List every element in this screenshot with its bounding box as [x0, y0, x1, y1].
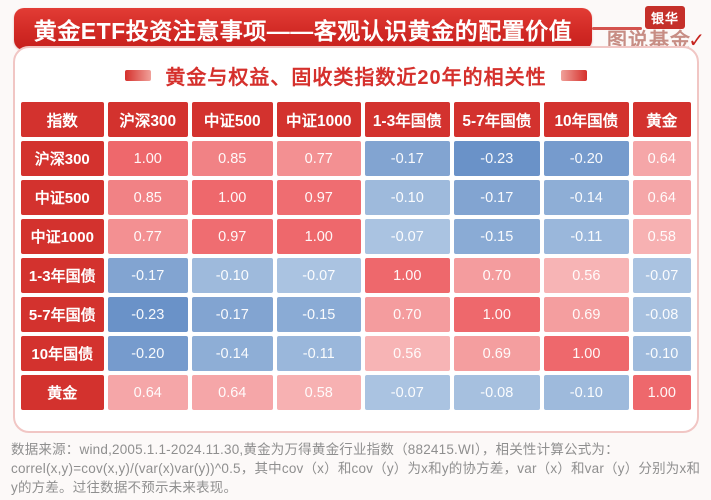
correlation-cell: -0.08	[453, 375, 541, 410]
column-header: 沪深300	[107, 102, 188, 137]
correlation-cell: -0.07	[365, 375, 450, 410]
correlation-cell: -0.14	[192, 336, 273, 371]
row-header: 1-3年国债	[21, 258, 104, 293]
correlation-cell: -0.14	[544, 180, 629, 215]
logo-brand-badge: 银华	[644, 6, 685, 29]
correlation-cell: -0.07	[365, 219, 450, 254]
column-header: 黄金	[632, 102, 691, 137]
correlation-cell: 0.69	[453, 336, 541, 371]
data-source-note: 数据来源：wind,2005.1.1-2024.11.30,黄金为万得黄金行业指…	[11, 442, 701, 496]
correlation-cell: -0.17	[192, 297, 273, 332]
correlation-cell: 0.85	[192, 141, 273, 176]
correlation-cell: 0.58	[632, 219, 691, 254]
correlation-cell: 0.70	[453, 258, 541, 293]
correlation-cell: 1.00	[453, 297, 541, 332]
check-icon: ✓	[688, 30, 705, 52]
correlation-cell: 1.00	[544, 336, 629, 371]
column-header: 1-3年国债	[365, 102, 450, 137]
correlation-cell: -0.11	[276, 336, 362, 371]
correlation-cell: 0.85	[107, 180, 188, 215]
correlation-cell: -0.17	[453, 180, 541, 215]
correlation-cell: -0.10	[632, 336, 691, 371]
correlation-cell: 1.00	[365, 258, 450, 293]
row-header: 中证1000	[21, 219, 104, 254]
correlation-cell: 1.00	[632, 375, 691, 410]
correlation-cell: 0.97	[192, 219, 273, 254]
row-header: 10年国债	[21, 336, 104, 371]
column-header: 中证1000	[276, 102, 362, 137]
table-header-row: 指数 沪深300 中证500 中证1000 1-3年国债 5-7年国债 10年国债 黄金	[21, 102, 691, 137]
correlation-cell: -0.11	[544, 219, 629, 254]
row-header: 中证500	[21, 180, 104, 215]
table-row: 5-7年国债 -0.23 -0.17 -0.15 0.70 1.00 0.69 -0.08	[21, 297, 691, 332]
correlation-cell: -0.23	[453, 141, 541, 176]
correlation-cell: 0.97	[276, 180, 362, 215]
correlation-cell: 0.56	[365, 336, 450, 371]
subtitle-row: 黄金与权益、固收类指数近20年的相关性	[15, 61, 697, 90]
correlation-cell: 0.64	[632, 141, 691, 176]
correlation-cell: -0.07	[632, 258, 691, 293]
correlation-cell: -0.10	[365, 180, 450, 215]
corner-header-cell: 指数	[21, 102, 104, 137]
row-header: 黄金	[21, 375, 104, 410]
correlation-table: 指数 沪深300 中证500 中证1000 1-3年国债 5-7年国债 10年国债 黄金 沪深3…	[17, 98, 695, 414]
correlation-cell: 0.56	[544, 258, 629, 293]
row-header: 5-7年国债	[21, 297, 104, 332]
table-row: 10年国债 -0.20 -0.14 -0.11 0.56 0.69 1.00 -0.10	[21, 336, 691, 371]
correlation-cell: -0.08	[632, 297, 691, 332]
table-row: 黄金 0.64 0.64 0.58 -0.07 -0.08 -0.10 1.00	[21, 375, 691, 410]
correlation-cell: -0.20	[544, 141, 629, 176]
correlation-cell: 1.00	[192, 180, 273, 215]
column-header: 5-7年国债	[453, 102, 541, 137]
row-header: 沪深300	[21, 141, 104, 176]
chart-title: 黄金与权益、固收类指数近20年的相关性	[165, 67, 547, 89]
correlation-cell: 1.00	[276, 219, 362, 254]
banner-connector-line	[592, 27, 642, 30]
banner-title: 黄金ETF投资注意事项——客观认识黄金的配置价值	[14, 8, 592, 50]
table-row: 沪深300 1.00 0.85 0.77 -0.17 -0.23 -0.20 0.64	[21, 141, 691, 176]
column-header: 中证500	[192, 102, 273, 137]
correlation-cell: 0.58	[276, 375, 362, 410]
correlation-cell: 0.70	[365, 297, 450, 332]
correlation-cell: 0.64	[192, 375, 273, 410]
correlation-cell: 0.77	[107, 219, 188, 254]
correlation-cell: -0.15	[453, 219, 541, 254]
correlation-cell: -0.17	[365, 141, 450, 176]
correlation-cell: 0.64	[632, 180, 691, 215]
column-header: 10年国债	[544, 102, 629, 137]
correlation-cell: -0.10	[192, 258, 273, 293]
correlation-cell: 0.69	[544, 297, 629, 332]
correlation-cell: 1.00	[107, 141, 188, 176]
correlation-cell: -0.07	[276, 258, 362, 293]
subtitle-marker-right-icon	[560, 70, 587, 81]
table-row: 1-3年国债 -0.17 -0.10 -0.07 1.00 0.70 0.56 -0.07	[21, 258, 691, 293]
table-row: 中证500 0.85 1.00 0.97 -0.10 -0.17 -0.14 0.64	[21, 180, 691, 215]
correlation-cell: -0.10	[544, 375, 629, 410]
correlation-cell: 0.77	[276, 141, 362, 176]
content-card: 黄金与权益、固收类指数近20年的相关性 指数 沪深300 中证500 中证1000 1-…	[13, 46, 699, 433]
correlation-cell: -0.23	[107, 297, 188, 332]
subtitle-marker-left-icon	[125, 70, 152, 81]
correlation-cell: 0.64	[107, 375, 188, 410]
correlation-cell: -0.15	[276, 297, 362, 332]
table-row: 中证1000 0.77 0.97 1.00 -0.07 -0.15 -0.11 0.58	[21, 219, 691, 254]
correlation-cell: -0.17	[107, 258, 188, 293]
correlation-cell: -0.20	[107, 336, 188, 371]
